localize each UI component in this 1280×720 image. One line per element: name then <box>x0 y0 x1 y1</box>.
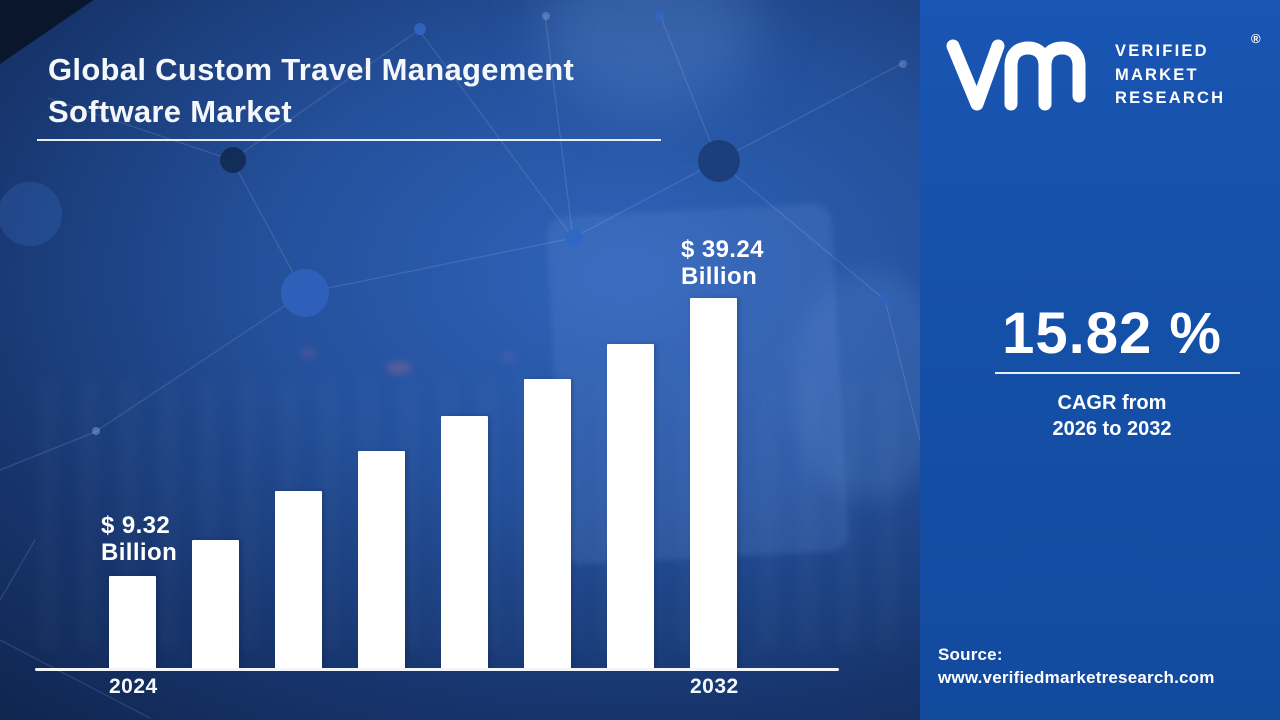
bar-year-5 <box>441 416 488 669</box>
last-bar-value-label: $ 39.24 Billion <box>681 236 764 290</box>
x-tick-2032: 2032 <box>690 675 739 698</box>
source-block: Source: www.verifiedmarketresearch.com <box>938 643 1215 689</box>
bar-year-4 <box>358 451 405 669</box>
x-tick-2024: 2024 <box>109 675 158 698</box>
bar-year-3 <box>275 491 322 669</box>
brand-panel: ® VERIFIED MARKET RESEARCH 15.82 % CAGR … <box>920 0 1280 720</box>
first-bar-value-line1: $ 9.32 <box>101 512 171 539</box>
bar-year-6 <box>524 379 571 669</box>
infographic-main-area: Global Custom Travel Management Software… <box>0 0 920 720</box>
registered-mark: ® <box>1251 31 1261 46</box>
bar-year-2 <box>192 540 239 669</box>
source-label: Source: <box>938 645 1003 664</box>
brand-name: VERIFIED MARKET RESEARCH <box>1115 40 1225 111</box>
first-bar-value-line2: Billion <box>101 539 178 566</box>
cagr-label-line1: CAGR from <box>1057 392 1167 414</box>
last-bar-value-line1: $ 39.24 <box>681 236 764 263</box>
page-title-line1: Global Custom Travel Management <box>48 52 575 87</box>
hand-shape <box>790 270 920 500</box>
cagr-value: 15.82 % <box>1002 301 1222 366</box>
cagr-label-line2: 2026 to 2032 <box>1052 418 1172 440</box>
source-url: www.verifiedmarketresearch.com <box>938 668 1215 687</box>
brand-name-line2: MARKET <box>1115 65 1199 84</box>
background-speck <box>500 352 518 362</box>
background-speck <box>300 348 316 358</box>
brand-name-line1: VERIFIED <box>1115 42 1209 60</box>
background-speck <box>386 362 412 374</box>
title-underline <box>37 139 661 141</box>
page-title: Global Custom Travel Management Software… <box>48 49 574 133</box>
brand-name-line3: RESEARCH <box>1115 89 1226 107</box>
bar-2032 <box>690 298 737 669</box>
bar-2024 <box>109 576 156 669</box>
first-bar-value-label: $ 9.32 Billion <box>101 512 177 566</box>
bar-chart: 2024 2032 $ 9.32 Billion $ 39.24 Billion <box>35 236 839 698</box>
last-bar-value-line2: Billion <box>681 263 758 290</box>
bar-year-7 <box>607 344 654 669</box>
cagr-block: 15.82 % <box>932 300 1280 367</box>
vmr-logo <box>945 38 1090 118</box>
cagr-label: CAGR from 2026 to 2032 <box>932 390 1280 442</box>
x-axis-line <box>35 668 839 671</box>
vmr-monogram-icon <box>946 39 1086 111</box>
cagr-divider <box>995 372 1240 374</box>
page-title-line2: Software Market <box>48 94 292 129</box>
